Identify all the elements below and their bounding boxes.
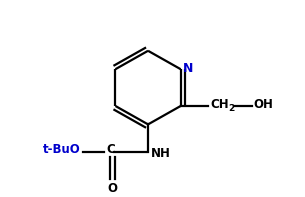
Text: O: O — [107, 182, 117, 195]
Text: N: N — [183, 62, 193, 75]
Text: t-BuO: t-BuO — [43, 143, 81, 156]
Text: CH: CH — [210, 98, 229, 111]
Text: NH: NH — [151, 147, 171, 160]
Text: OH: OH — [253, 98, 273, 111]
Text: C: C — [106, 143, 115, 156]
Text: 2: 2 — [228, 104, 235, 113]
